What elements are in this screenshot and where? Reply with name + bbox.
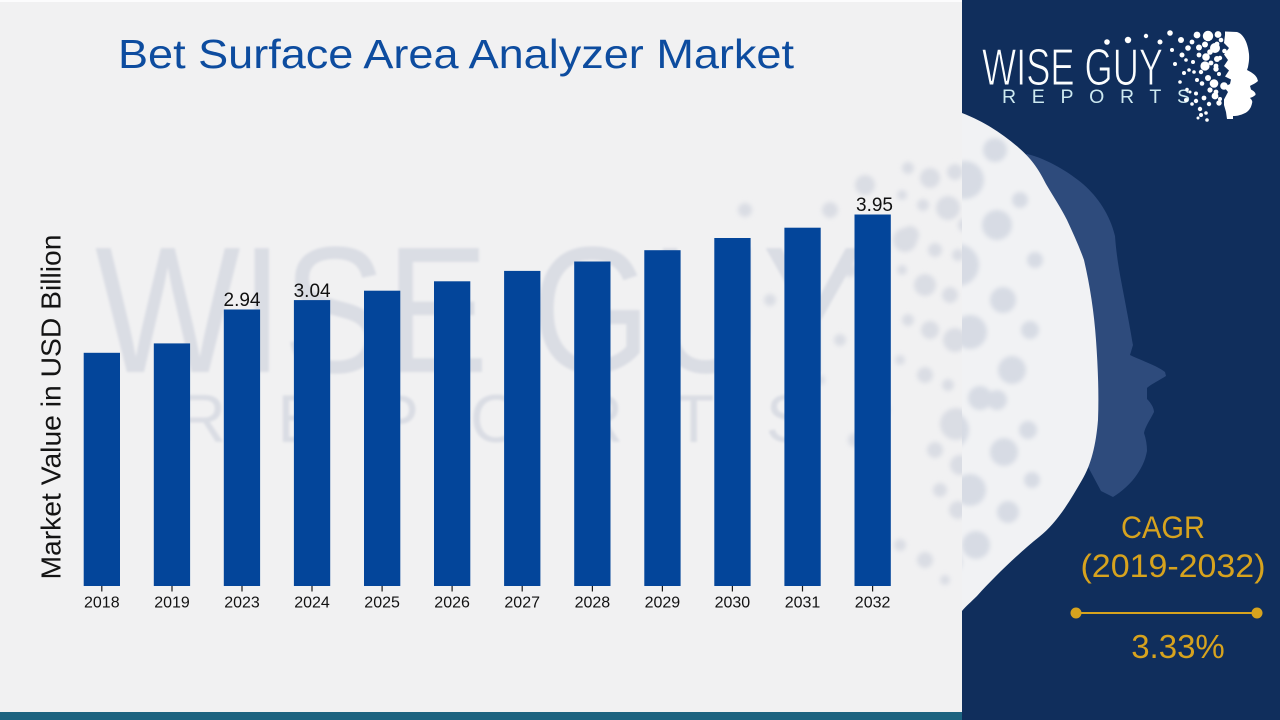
svg-text:2.94: 2.94 bbox=[224, 290, 261, 311]
svg-text:2030: 2030 bbox=[715, 595, 751, 612]
svg-text:2029: 2029 bbox=[645, 595, 681, 612]
svg-text:3.95: 3.95 bbox=[856, 195, 893, 216]
svg-text:Bet Surface Area Analyzer Mark: Bet Surface Area Analyzer Market bbox=[118, 31, 795, 77]
svg-text:WISE GUY: WISE GUY bbox=[982, 39, 1163, 97]
svg-text:(2019-2032): (2019-2032) bbox=[1081, 548, 1266, 584]
svg-text:REPORTS: REPORTS bbox=[177, 381, 811, 457]
svg-text:2032: 2032 bbox=[855, 595, 891, 612]
svg-text:2024: 2024 bbox=[294, 595, 330, 612]
svg-text:2026: 2026 bbox=[434, 595, 470, 612]
svg-text:CAGR: CAGR bbox=[1121, 509, 1205, 545]
svg-text:Market Value in USD Billion: Market Value in USD Billion bbox=[36, 235, 67, 580]
svg-text:3.33%: 3.33% bbox=[1131, 628, 1225, 665]
svg-text:2019: 2019 bbox=[154, 595, 190, 612]
svg-text:3.04: 3.04 bbox=[294, 281, 331, 302]
svg-text:2028: 2028 bbox=[575, 595, 611, 612]
svg-text:2027: 2027 bbox=[504, 595, 540, 612]
svg-text:2023: 2023 bbox=[224, 595, 260, 612]
svg-text:2025: 2025 bbox=[364, 595, 400, 612]
svg-text:2031: 2031 bbox=[785, 595, 821, 612]
svg-text:2018: 2018 bbox=[84, 595, 120, 612]
